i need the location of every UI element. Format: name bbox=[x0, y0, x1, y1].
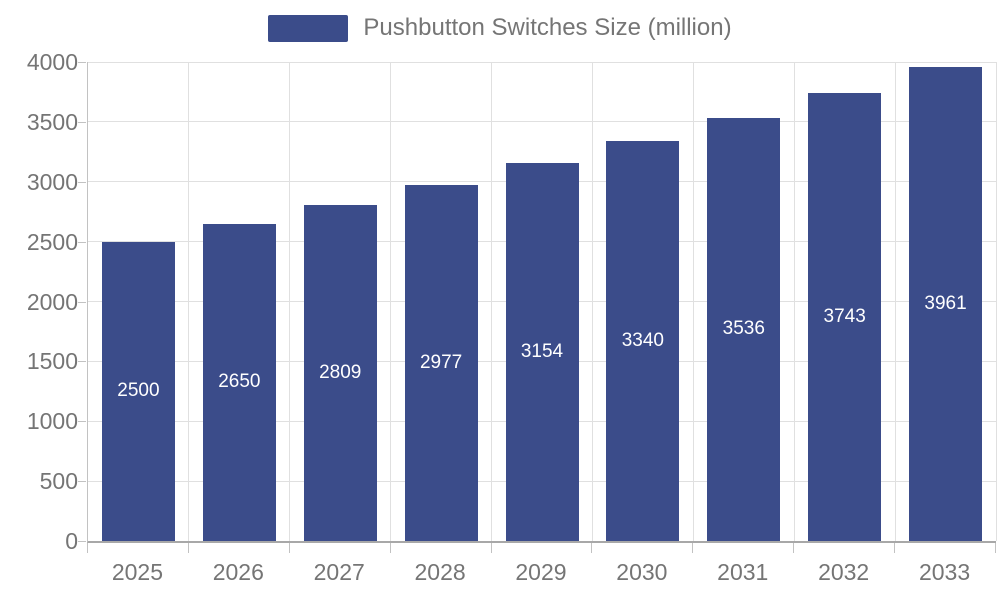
x-tick-mark bbox=[692, 543, 694, 553]
y-tick-label: 4000 bbox=[26, 49, 78, 75]
x-tick-mark bbox=[894, 543, 896, 553]
x-tick-mark bbox=[389, 543, 391, 553]
y-tick-mark bbox=[78, 62, 86, 63]
bar-value-label: 3536 bbox=[722, 318, 765, 340]
bar-2030: 3340 bbox=[606, 141, 680, 541]
legend-label: Pushbutton Switches Size (million) bbox=[363, 14, 732, 41]
bar-2026: 2650 bbox=[202, 223, 276, 541]
x-tick-mark bbox=[87, 543, 88, 553]
gridline-vertical bbox=[793, 62, 795, 541]
y-tick-label: 500 bbox=[39, 468, 78, 495]
x-tick-label: 2032 bbox=[818, 559, 870, 585]
bar-2032: 3743 bbox=[808, 92, 882, 541]
bar-value-label: 3961 bbox=[924, 292, 967, 314]
x-tick-mark bbox=[995, 543, 996, 553]
x-tick-mark bbox=[187, 543, 189, 553]
bar-value-label: 3154 bbox=[520, 341, 564, 363]
y-tick-label: 3000 bbox=[26, 168, 78, 195]
legend-swatch bbox=[268, 14, 349, 42]
bar-value-label: 2809 bbox=[319, 361, 362, 383]
gridline-vertical bbox=[289, 62, 291, 541]
plot-area: 2500 2650 2809 2977 3154 3340 3536 3743 3961 bbox=[87, 61, 997, 543]
gridline-vertical bbox=[894, 62, 896, 541]
bar-2029: 3154 bbox=[505, 163, 579, 541]
gridline-vertical bbox=[390, 62, 392, 541]
y-tick-label: 0 bbox=[65, 528, 78, 554]
x-tick-label: 2029 bbox=[515, 559, 567, 585]
bar-value-label: 2500 bbox=[117, 380, 160, 402]
x-tick-label: 2030 bbox=[616, 559, 668, 585]
gridline-horizontal bbox=[88, 61, 996, 63]
x-tick-mark bbox=[288, 543, 290, 553]
y-tick-label: 2500 bbox=[26, 228, 78, 255]
x-tick-mark bbox=[490, 543, 492, 553]
y-tick-mark bbox=[78, 421, 86, 423]
bar-2033: 3961 bbox=[909, 66, 983, 541]
gridline-vertical bbox=[188, 62, 190, 541]
y-tick-mark bbox=[78, 481, 86, 483]
x-tick-label: 2031 bbox=[717, 559, 769, 585]
bar-value-label: 2650 bbox=[218, 371, 261, 393]
y-tick-label: 1500 bbox=[26, 348, 78, 375]
bar-value-label: 3340 bbox=[621, 330, 665, 352]
bar-value-label: 3743 bbox=[823, 305, 866, 327]
gridline-vertical bbox=[995, 62, 997, 541]
y-tick-label: 3500 bbox=[26, 108, 78, 135]
x-tick-mark bbox=[793, 543, 795, 553]
y-tick-mark bbox=[78, 361, 86, 363]
y-tick-mark bbox=[78, 241, 86, 243]
x-tick-label: 2028 bbox=[414, 559, 466, 585]
gridline-vertical bbox=[591, 62, 593, 541]
gridline-vertical bbox=[692, 62, 694, 541]
y-tick-mark bbox=[78, 541, 86, 542]
bar-2027: 2809 bbox=[303, 204, 377, 541]
gridline-horizontal bbox=[88, 121, 996, 123]
x-tick-label: 2033 bbox=[918, 559, 971, 585]
x-tick-label: 2025 bbox=[111, 559, 164, 585]
y-tick-label: 1000 bbox=[26, 408, 78, 435]
y-tick-label: 2000 bbox=[26, 288, 78, 315]
x-tick-mark bbox=[591, 543, 593, 553]
bar-value-label: 2977 bbox=[419, 351, 463, 373]
y-tick-mark bbox=[78, 301, 86, 303]
x-tick-label: 2026 bbox=[212, 559, 264, 585]
gridline-vertical bbox=[491, 62, 493, 541]
legend: Pushbutton Switches Size (million) bbox=[0, 14, 1000, 42]
y-tick-mark bbox=[78, 181, 86, 183]
bar-2031: 3536 bbox=[707, 117, 781, 541]
y-tick-mark bbox=[78, 121, 86, 123]
bar-2028: 2977 bbox=[404, 184, 478, 541]
bar-2025: 2500 bbox=[101, 241, 175, 541]
x-tick-label: 2027 bbox=[313, 559, 365, 585]
